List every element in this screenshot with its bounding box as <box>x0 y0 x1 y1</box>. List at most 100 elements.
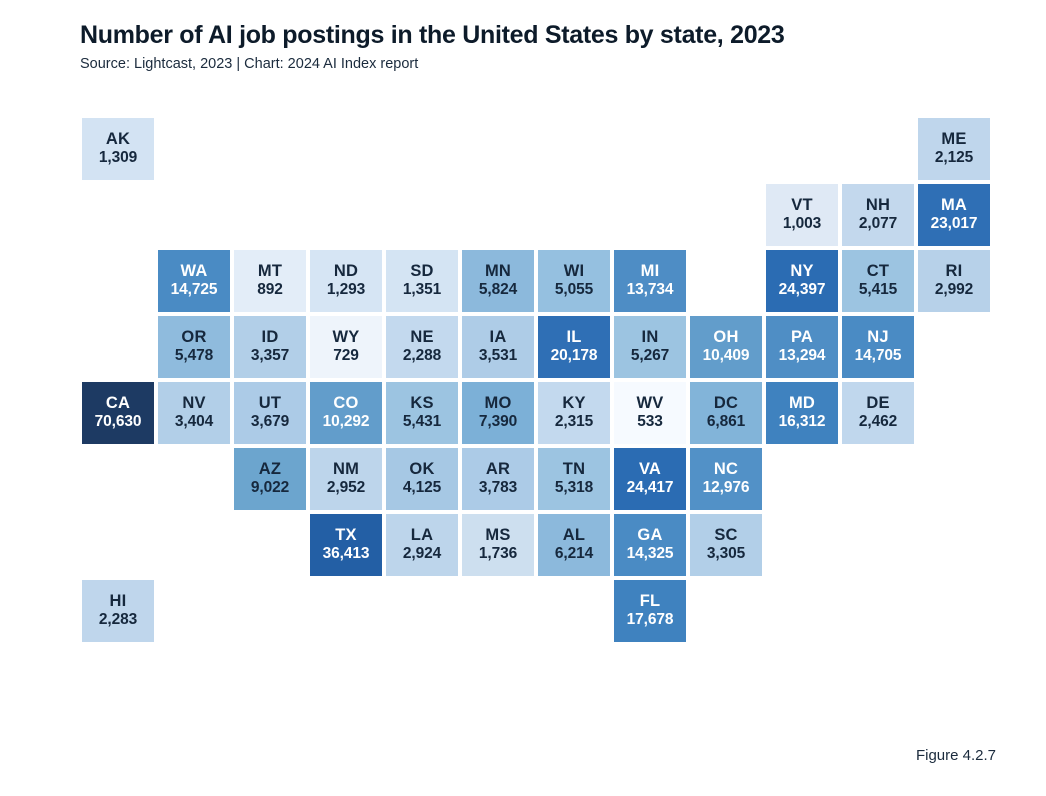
state-tile-ne[interactable]: NE 2,288 <box>386 316 458 378</box>
state-abbreviation: NJ <box>867 328 889 347</box>
state-value: 36,413 <box>322 545 370 563</box>
state-abbreviation: SD <box>410 262 434 281</box>
state-tile-ma[interactable]: MA 23,017 <box>918 184 990 246</box>
state-tile-co[interactable]: CO 10,292 <box>310 382 382 444</box>
state-value: 3,404 <box>174 413 214 431</box>
state-abbreviation: IN <box>641 328 659 347</box>
state-tile-ar[interactable]: AR 3,783 <box>462 448 534 510</box>
state-abbreviation: VA <box>638 460 662 479</box>
state-tile-ca[interactable]: CA 70,630 <box>82 382 154 444</box>
state-value: 16,312 <box>778 413 826 431</box>
state-value: 10,409 <box>702 347 750 365</box>
state-tile-ak[interactable]: AK 1,309 <box>82 118 154 180</box>
state-tile-mo[interactable]: MO 7,390 <box>462 382 534 444</box>
state-tile-nm[interactable]: NM 2,952 <box>310 448 382 510</box>
state-abbreviation: MS <box>485 526 511 545</box>
state-tile-ny[interactable]: NY 24,397 <box>766 250 838 312</box>
page-title: Number of AI job postings in the United … <box>80 21 785 49</box>
state-abbreviation: IA <box>489 328 507 347</box>
state-value: 9,022 <box>250 479 290 497</box>
state-value: 533 <box>637 413 663 431</box>
state-value: 24,417 <box>626 479 674 497</box>
figure-caption: Figure 4.2.7 <box>915 747 996 764</box>
state-abbreviation: CT <box>866 262 890 281</box>
state-value: 13,734 <box>626 281 674 299</box>
state-tile-sc[interactable]: SC 3,305 <box>690 514 762 576</box>
state-value: 10,292 <box>322 413 370 431</box>
state-tile-wa[interactable]: WA 14,725 <box>158 250 230 312</box>
state-tile-md[interactable]: MD 16,312 <box>766 382 838 444</box>
state-value: 2,288 <box>402 347 442 365</box>
state-tile-la[interactable]: LA 2,924 <box>386 514 458 576</box>
state-tile-az[interactable]: AZ 9,022 <box>234 448 306 510</box>
state-tile-oh[interactable]: OH 10,409 <box>690 316 762 378</box>
state-tile-va[interactable]: VA 24,417 <box>614 448 686 510</box>
state-value: 7,390 <box>478 413 518 431</box>
state-tile-al[interactable]: AL 6,214 <box>538 514 610 576</box>
state-tile-nd[interactable]: ND 1,293 <box>310 250 382 312</box>
state-abbreviation: TX <box>335 526 357 545</box>
state-tile-wv[interactable]: WV 533 <box>614 382 686 444</box>
state-tile-ky[interactable]: KY 2,315 <box>538 382 610 444</box>
state-tile-tx[interactable]: TX 36,413 <box>310 514 382 576</box>
chart-source-subtitle: Source: Lightcast, 2023 | Chart: 2024 AI… <box>80 56 419 73</box>
state-tile-me[interactable]: ME 2,125 <box>918 118 990 180</box>
chart-header: Number of AI job postings in the United … <box>80 20 785 74</box>
state-tile-fl[interactable]: FL 17,678 <box>614 580 686 642</box>
state-value: 24,397 <box>778 281 826 299</box>
state-tile-id[interactable]: ID 3,357 <box>234 316 306 378</box>
state-tile-mi[interactable]: MI 13,734 <box>614 250 686 312</box>
state-tile-dc[interactable]: DC 6,861 <box>690 382 762 444</box>
state-value: 3,783 <box>478 479 518 497</box>
state-value: 14,325 <box>626 545 674 563</box>
state-tile-tn[interactable]: TN 5,318 <box>538 448 610 510</box>
state-tile-nc[interactable]: NC 12,976 <box>690 448 762 510</box>
state-value: 1,003 <box>782 215 822 233</box>
state-tile-ut[interactable]: UT 3,679 <box>234 382 306 444</box>
state-abbreviation: NE <box>410 328 434 347</box>
state-tile-mn[interactable]: MN 5,824 <box>462 250 534 312</box>
state-abbreviation: IL <box>566 328 582 347</box>
state-tile-vt[interactable]: VT 1,003 <box>766 184 838 246</box>
state-value: 14,725 <box>170 281 218 299</box>
state-tile-il[interactable]: IL 20,178 <box>538 316 610 378</box>
state-tile-or[interactable]: OR 5,478 <box>158 316 230 378</box>
state-tile-mt[interactable]: MT 892 <box>234 250 306 312</box>
state-value: 23,017 <box>930 215 978 233</box>
state-abbreviation: MO <box>484 394 512 413</box>
state-value: 4,125 <box>402 479 442 497</box>
state-tile-nh[interactable]: NH 2,077 <box>842 184 914 246</box>
state-value: 1,351 <box>402 281 442 299</box>
state-value: 1,736 <box>478 545 518 563</box>
state-tile-wi[interactable]: WI 5,055 <box>538 250 610 312</box>
state-tile-ri[interactable]: RI 2,992 <box>918 250 990 312</box>
state-value: 2,952 <box>326 479 366 497</box>
state-value: 12,976 <box>702 479 750 497</box>
state-tile-in[interactable]: IN 5,267 <box>614 316 686 378</box>
state-tile-nv[interactable]: NV 3,404 <box>158 382 230 444</box>
state-tile-nj[interactable]: NJ 14,705 <box>842 316 914 378</box>
state-tile-pa[interactable]: PA 13,294 <box>766 316 838 378</box>
state-tile-ks[interactable]: KS 5,431 <box>386 382 458 444</box>
state-tile-wy[interactable]: WY 729 <box>310 316 382 378</box>
state-abbreviation: NY <box>790 262 814 281</box>
state-value: 1,309 <box>98 149 138 167</box>
state-abbreviation: LA <box>410 526 434 545</box>
state-value: 1,293 <box>326 281 366 299</box>
state-tile-ms[interactable]: MS 1,736 <box>462 514 534 576</box>
state-tile-ct[interactable]: CT 5,415 <box>842 250 914 312</box>
state-tile-ok[interactable]: OK 4,125 <box>386 448 458 510</box>
state-tile-ia[interactable]: IA 3,531 <box>462 316 534 378</box>
state-value: 3,531 <box>478 347 518 365</box>
state-value: 5,478 <box>174 347 214 365</box>
state-abbreviation: OH <box>713 328 739 347</box>
state-value: 6,861 <box>706 413 746 431</box>
state-tile-de[interactable]: DE 2,462 <box>842 382 914 444</box>
state-tile-sd[interactable]: SD 1,351 <box>386 250 458 312</box>
state-tile-hi[interactable]: HI 2,283 <box>82 580 154 642</box>
state-abbreviation: TN <box>562 460 586 479</box>
state-value: 17,678 <box>626 611 674 629</box>
state-tile-ga[interactable]: GA 14,325 <box>614 514 686 576</box>
state-value: 70,630 <box>94 413 142 431</box>
state-value: 6,214 <box>554 545 594 563</box>
